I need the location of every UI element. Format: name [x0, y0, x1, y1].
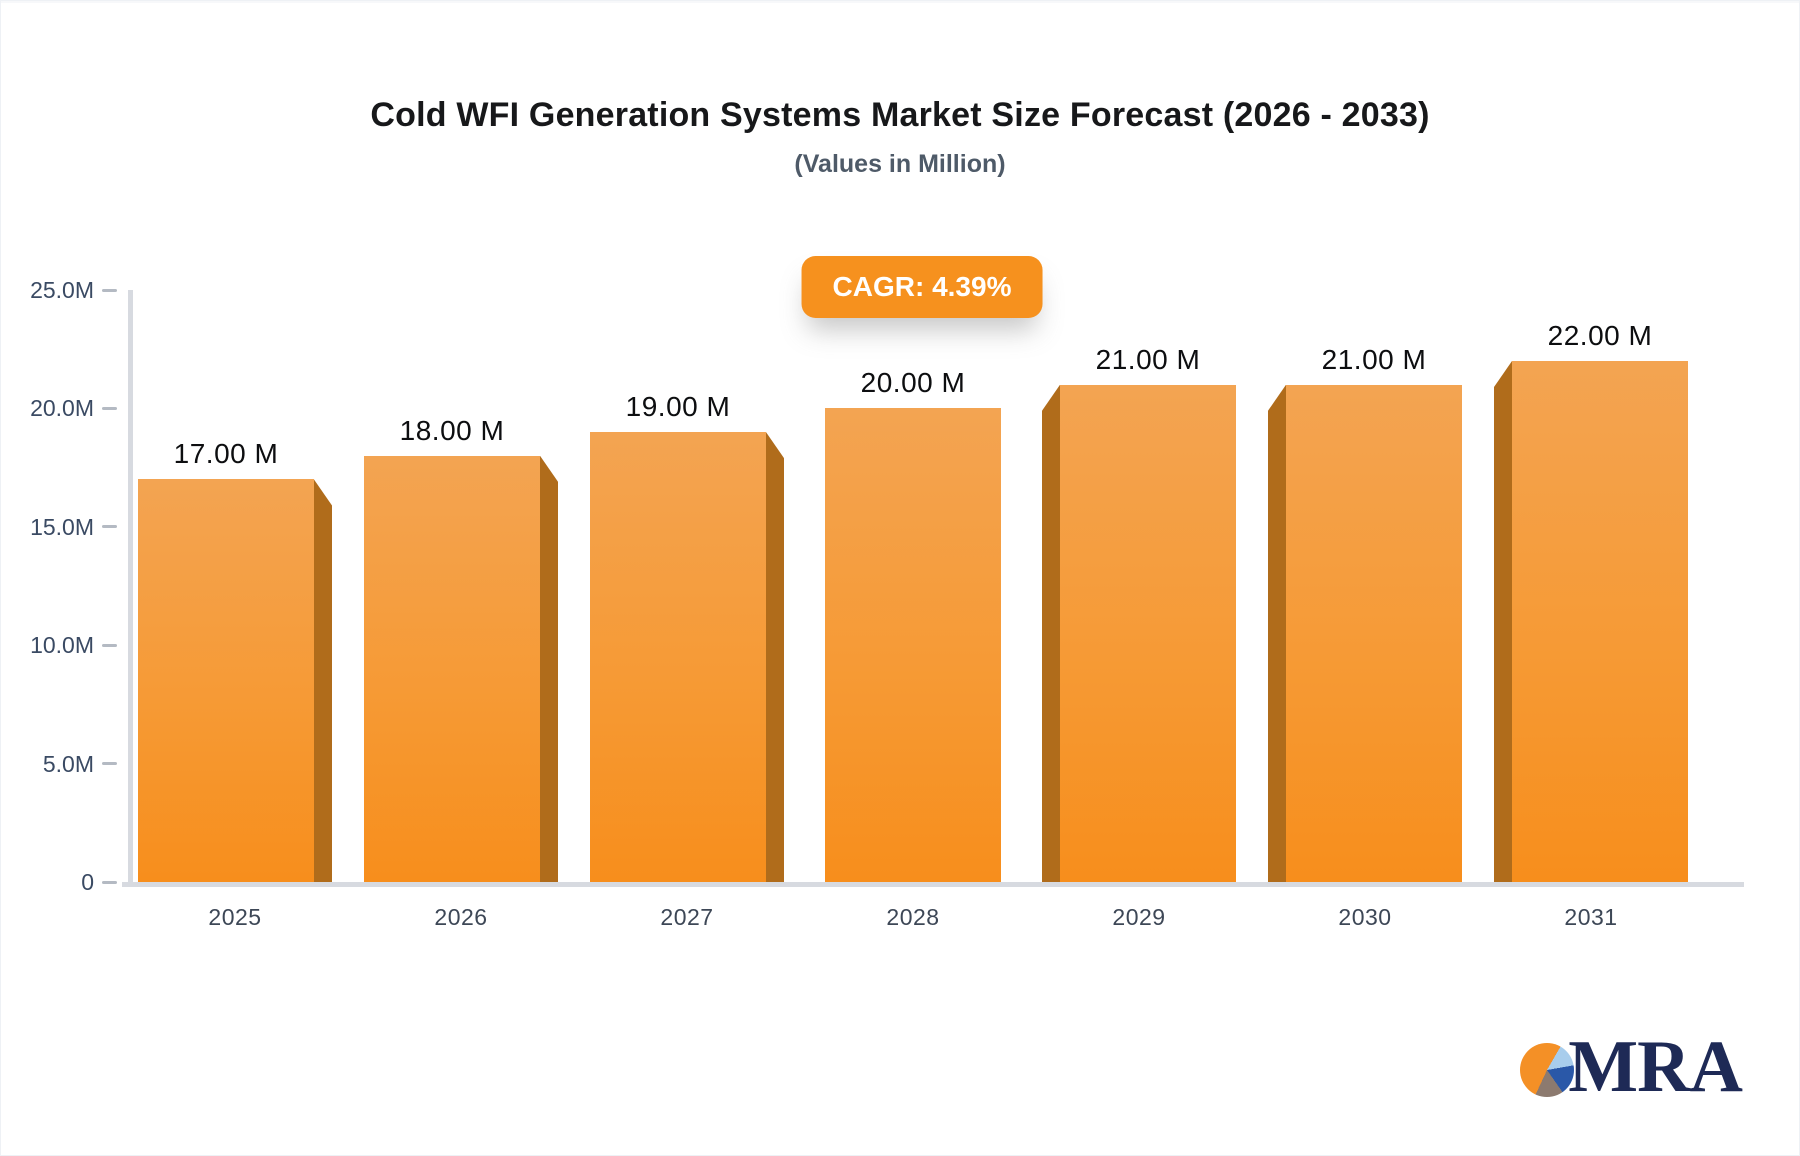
y-tick-mark: [102, 762, 117, 766]
chart-subtitle: (Values in Million): [794, 150, 1006, 178]
y-tick-label: 15.0M: [30, 513, 94, 540]
bar-value-label: 20.00 M: [860, 367, 966, 399]
bar-value-label: 22.00 M: [1547, 320, 1653, 352]
y-tick-mark: [102, 406, 117, 410]
bar-value-label: 21.00 M: [1095, 343, 1201, 375]
bar-slot: 21.00 M 2030: [1252, 290, 1478, 930]
x-axis-label: 2031: [1564, 904, 1618, 930]
bar-value-label: 17.00 M: [173, 438, 279, 470]
y-tick-mark: [102, 880, 117, 884]
y-tick-mark: [102, 288, 117, 292]
bar-side-3d: [766, 432, 784, 882]
logo-text: MRA: [1568, 1026, 1743, 1108]
x-axis-label: 2028: [886, 904, 940, 930]
x-axis-baseline: [122, 882, 1744, 887]
bar-slot: 20.00 M 2028: [800, 290, 1026, 930]
bar-slot: 18.00 M 2026: [348, 290, 574, 930]
bar-side-3d: [540, 455, 558, 882]
y-axis-line: [128, 290, 133, 887]
y-tick-mark: [102, 525, 117, 529]
bar-face: 21.00 M: [1060, 344, 1236, 882]
bar-face: 17.00 M: [138, 438, 314, 882]
bar-side-3d: [1042, 384, 1060, 882]
y-tick-label: 5.0M: [42, 750, 94, 777]
bar: 18.00 M: [364, 415, 558, 882]
bar-face: 21.00 M: [1286, 344, 1462, 882]
bar-side-3d: [314, 479, 332, 882]
y-tick-label: 20.0M: [30, 395, 94, 422]
pie-chart-icon: [1520, 1043, 1575, 1097]
bar-slot: 22.00 M 2031: [1478, 290, 1704, 930]
y-tick-label: 10.0M: [30, 632, 94, 659]
y-axis: 25.0M 20.0M 15.0M 10.0M 5.0M 0: [0, 277, 130, 895]
x-axis-label: 2026: [434, 904, 488, 930]
y-tick-mark: [102, 643, 117, 647]
bar: 19.00 M: [590, 391, 784, 882]
x-axis-label: 2025: [208, 904, 262, 930]
bar: 22.00 M: [1494, 320, 1688, 882]
bar-face: 22.00 M: [1512, 320, 1688, 882]
bar-series: 17.00 M 2025 18.00 M 2026 19.00 M 2027 20.00 M…: [122, 290, 1704, 930]
bar-face: 20.00 M: [825, 367, 1001, 882]
bar-value-label: 19.00 M: [625, 391, 731, 423]
cagr-badge: CAGR: 4.39%: [801, 256, 1043, 318]
bar-slot: 19.00 M 2027: [574, 290, 800, 930]
y-tick-label: 25.0M: [30, 277, 94, 303]
bar: 20.00 M: [825, 367, 1001, 882]
bar-face: 19.00 M: [590, 391, 766, 882]
x-axis-label: 2029: [1112, 904, 1166, 930]
y-tick-label: 0: [81, 869, 94, 895]
company-logo: MRA: [1520, 1026, 1743, 1108]
bar: 21.00 M: [1042, 344, 1236, 882]
bar-slot: 17.00 M 2025: [122, 290, 348, 930]
bar: 21.00 M: [1268, 344, 1462, 882]
x-axis-label: 2027: [660, 904, 714, 930]
bar-side-3d: [1494, 361, 1512, 882]
bar-side-3d: [1268, 384, 1286, 882]
bar-value-label: 18.00 M: [399, 414, 505, 446]
bar-slot: 21.00 M 2029: [1026, 290, 1252, 930]
x-axis-label: 2030: [1338, 904, 1392, 930]
bar-value-label: 21.00 M: [1321, 343, 1427, 375]
bar-face: 18.00 M: [364, 415, 540, 882]
bar: 17.00 M: [138, 438, 332, 882]
chart-title: Cold WFI Generation Systems Market Size …: [370, 96, 1430, 134]
